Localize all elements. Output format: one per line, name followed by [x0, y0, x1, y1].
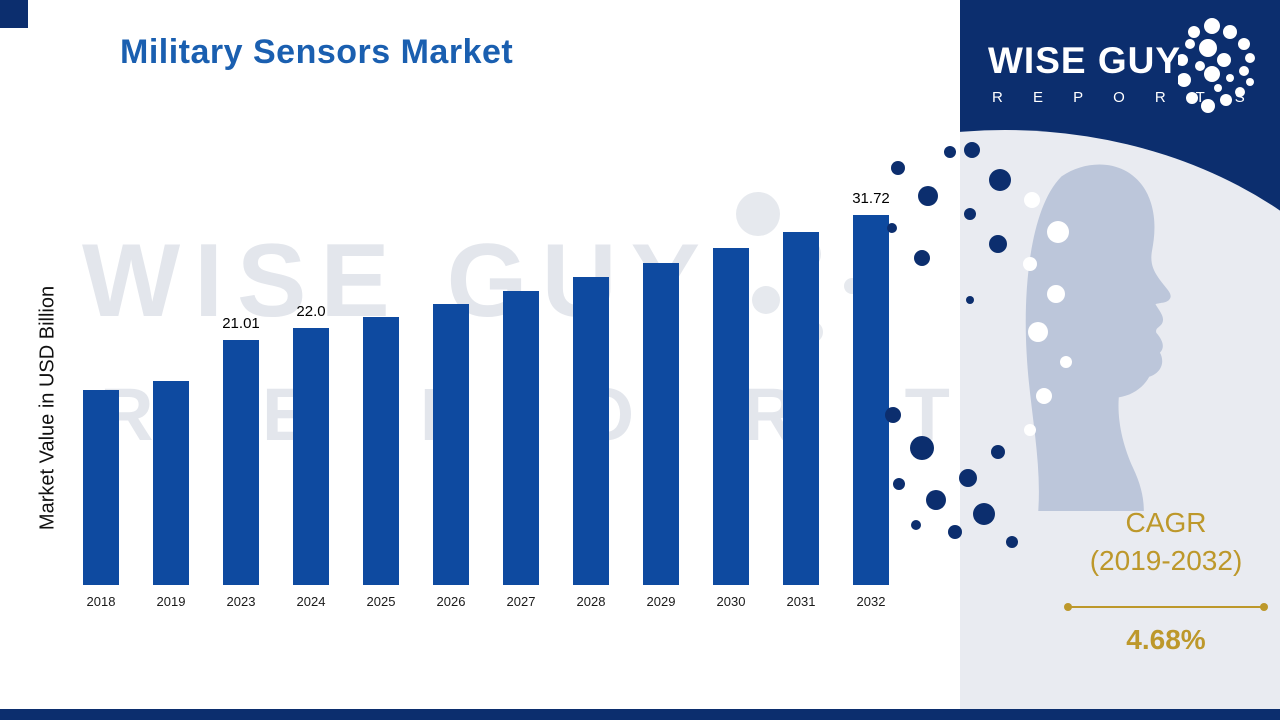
corner-accent [0, 0, 28, 28]
decorative-dot [991, 445, 1005, 459]
x-tick-2031: 2031 [786, 594, 816, 609]
x-tick-2019: 2019 [156, 594, 186, 609]
cagr-value: 4.68% [1126, 624, 1206, 655]
decorative-dot [893, 478, 905, 490]
decorative-dot [918, 186, 938, 206]
x-tick-2027: 2027 [506, 594, 536, 609]
cagr-block: CAGR (2019-2032) 4.68% [1056, 506, 1276, 656]
decorative-dot [964, 142, 980, 158]
logo-face-icon [1178, 18, 1255, 113]
cagr-label: CAGR [1125, 507, 1207, 538]
bar-2019 [153, 381, 189, 585]
decorative-dot [752, 286, 780, 314]
decorative-dot [1028, 322, 1048, 342]
decorative-dot [911, 520, 921, 530]
value-label-2024: 22.0 [296, 303, 326, 320]
logo-wordmark-line2: R E P O R T S [992, 89, 1258, 106]
decorative-dot [736, 192, 780, 236]
decorative-dot [914, 250, 930, 266]
bar-2024 [293, 328, 329, 585]
decorative-dot [966, 296, 974, 304]
logo-wordmark: WISE GUY R E P O R T S [988, 40, 1258, 106]
bar-2018 [83, 390, 119, 585]
decorative-dot [910, 436, 934, 460]
decorative-dot [1006, 536, 1018, 548]
bar-2023 [223, 340, 259, 585]
decorative-dot [1024, 424, 1036, 436]
value-label-2032: 31.72 [852, 190, 890, 207]
x-tick-2029: 2029 [646, 594, 676, 609]
face-profile-silhouette [1025, 164, 1171, 511]
decorative-dot [1023, 257, 1037, 271]
decorative-dot [1024, 192, 1040, 208]
bar-2030 [713, 248, 749, 585]
decorative-dot [973, 503, 995, 525]
decorative-dot [885, 407, 901, 423]
bar-2025 [363, 317, 399, 585]
x-tick-2025: 2025 [366, 594, 396, 609]
decorative-dot [948, 525, 962, 539]
x-tick-2026: 2026 [436, 594, 466, 609]
x-tick-2028: 2028 [576, 594, 606, 609]
decorative-dot [926, 490, 946, 510]
cagr-divider [1064, 603, 1268, 611]
x-tick-2032: 2032 [856, 594, 886, 609]
x-tick-2030: 2030 [716, 594, 746, 609]
x-tick-2024: 2024 [296, 594, 326, 609]
decorative-dot [1047, 221, 1069, 243]
bar-2026 [433, 304, 469, 585]
bar-2028 [573, 277, 609, 585]
decorative-dot [989, 235, 1007, 253]
value-label-2023: 21.01 [222, 315, 260, 332]
bar-2027 [503, 291, 539, 585]
decorative-dot [1036, 388, 1052, 404]
decorative-dot [944, 146, 956, 158]
bar-2029 [643, 263, 679, 585]
decorative-dot [989, 169, 1011, 191]
brand-panel: WISE GUY R E P O R T S [960, 0, 1280, 720]
x-tick-2023: 2023 [226, 594, 256, 609]
decorative-dot [964, 208, 976, 220]
bar-2031 [783, 232, 819, 585]
decorative-dot [887, 223, 897, 233]
bottom-accent-bar [0, 709, 1280, 720]
page-title: Military Sensors Market [120, 33, 514, 71]
cagr-range: (2019-2032) [1089, 545, 1243, 576]
decorative-dot [959, 469, 977, 487]
logo-wordmark-line1: WISE GUY [988, 40, 1182, 81]
decorative-dot [891, 161, 905, 175]
x-tick-2018: 2018 [86, 594, 116, 609]
decorative-dot [1060, 356, 1072, 368]
y-axis-label: Market Value in USD Billion [36, 285, 59, 531]
decorative-dot [1047, 285, 1065, 303]
bar-2032 [853, 215, 889, 585]
